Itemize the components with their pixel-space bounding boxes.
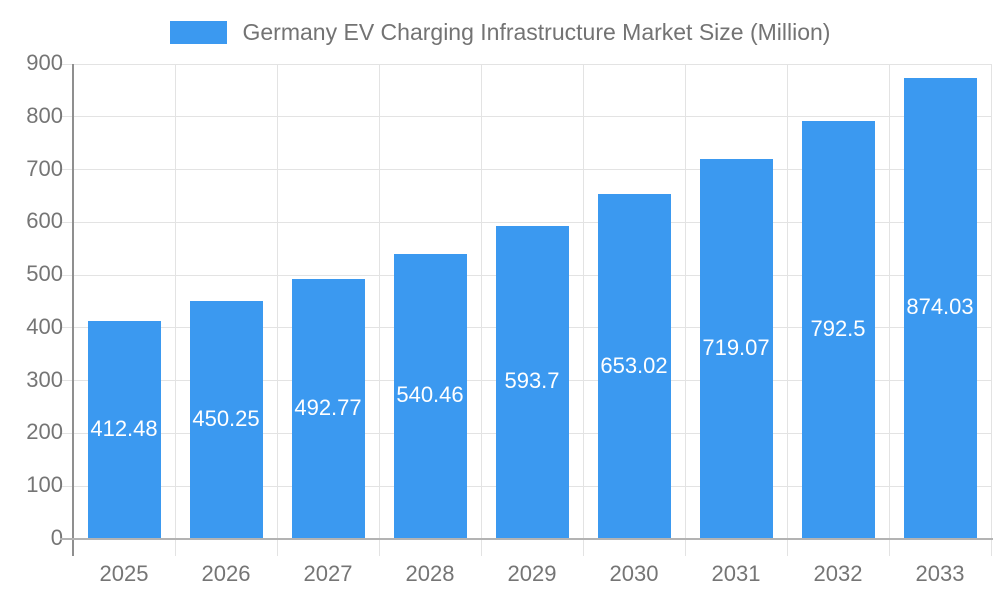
gridline-vertical [174, 64, 176, 556]
gridline-horizontal [60, 169, 991, 171]
y-axis-label: 300 [26, 366, 63, 392]
gridline-horizontal [60, 221, 991, 223]
bar-2025[interactable] [87, 321, 161, 539]
y-axis-label: 200 [26, 419, 63, 445]
y-axis-label: 700 [26, 155, 63, 181]
bar-value-label: 792.5 [810, 315, 866, 341]
x-axis-label: 2028 [405, 561, 455, 586]
bar-2028[interactable] [393, 253, 467, 539]
gridline-vertical [990, 64, 992, 556]
gridline-horizontal [60, 116, 991, 118]
gridline-horizontal [60, 63, 991, 65]
gridline-vertical [786, 64, 788, 556]
x-axis-label: 2027 [303, 561, 353, 586]
gridline-vertical [480, 64, 482, 556]
gridline-vertical [582, 64, 584, 556]
x-axis-label: 2029 [507, 561, 557, 586]
bar-value-label: 653.02 [600, 352, 668, 378]
y-axis-label: 900 [26, 50, 63, 75]
gridline-vertical [276, 64, 278, 556]
y-axis-label: 500 [26, 261, 63, 287]
bar-value-label: 593.7 [504, 368, 560, 394]
y-axis-label: 400 [26, 313, 63, 339]
bar-2029[interactable] [495, 225, 569, 539]
x-axis-label: 2033 [915, 561, 965, 586]
bar-2033[interactable] [903, 77, 977, 539]
legend-label: Germany EV Charging Infrastructure Marke… [242, 18, 831, 45]
x-axis-label: 2030 [609, 561, 659, 586]
bar-value-label: 412.48 [90, 416, 158, 442]
x-axis-label: 2032 [813, 561, 863, 586]
y-axis-label: 100 [26, 472, 63, 498]
x-axis-label: 2031 [711, 561, 761, 586]
gridline-vertical [888, 64, 890, 556]
bar-2032[interactable] [801, 120, 875, 539]
x-axis-label: 2025 [99, 561, 149, 586]
bar-value-label: 540.46 [396, 382, 464, 408]
bar-2026[interactable] [189, 301, 263, 539]
bar-value-label: 450.25 [192, 406, 260, 432]
gridline-vertical [378, 64, 380, 556]
y-axis-label: 0 [50, 525, 63, 550]
x-axis-label: 2026 [201, 561, 251, 586]
bar-2031[interactable] [699, 159, 773, 539]
y-axis-label: 600 [26, 208, 63, 234]
bar-value-label: 719.07 [702, 335, 770, 361]
gridline-vertical [684, 64, 686, 556]
legend-swatch [169, 20, 227, 44]
y-axis-label: 800 [26, 102, 63, 128]
bar-value-label: 492.77 [294, 394, 362, 420]
bar-2030[interactable] [597, 194, 671, 539]
bar-2027[interactable] [291, 278, 365, 539]
y-axis-line [72, 64, 74, 556]
legend[interactable]: Germany EV Charging Infrastructure Marke… [0, 14, 1000, 50]
x-axis-line [60, 538, 993, 540]
bar-value-label: 874.03 [906, 294, 974, 320]
